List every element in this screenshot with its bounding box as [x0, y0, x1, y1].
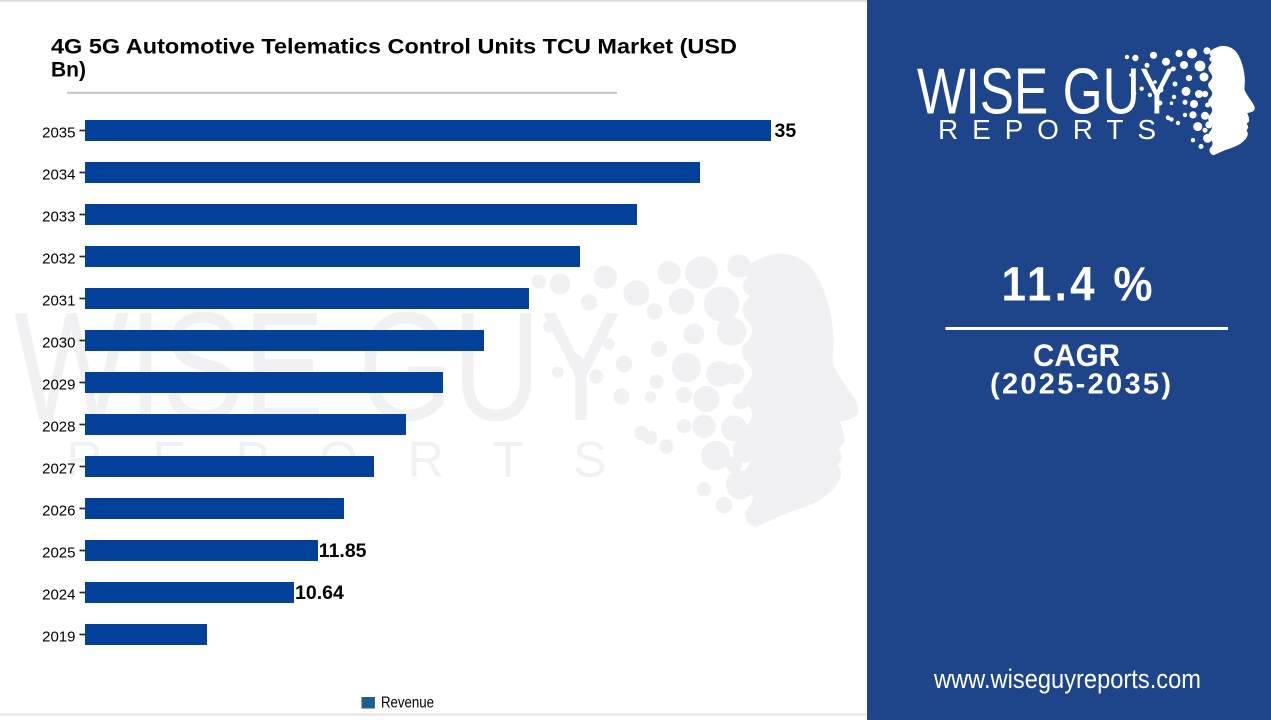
svg-text:2024: 2024	[42, 586, 75, 603]
svg-text:2034: 2034	[42, 166, 75, 183]
svg-text:2029: 2029	[42, 376, 75, 393]
svg-text:2027: 2027	[42, 460, 75, 477]
svg-text:CAGR: CAGR	[1033, 337, 1120, 373]
svg-text:2025: 2025	[42, 544, 75, 561]
svg-text:2031: 2031	[42, 292, 75, 309]
svg-text:2033: 2033	[42, 208, 75, 225]
svg-text:11.4 %: 11.4 %	[1002, 257, 1153, 311]
svg-text:2019: 2019	[42, 628, 75, 645]
svg-text:REPORTS: REPORTS	[938, 114, 1156, 145]
svg-text:www.wiseguyreports.com: www.wiseguyreports.com	[933, 664, 1201, 694]
svg-text:(2025-2035): (2025-2035)	[990, 369, 1171, 401]
svg-text:2032: 2032	[42, 250, 75, 267]
svg-text:2030: 2030	[42, 334, 75, 351]
svg-text:10.64: 10.64	[295, 582, 344, 604]
svg-text:2035: 2035	[42, 124, 75, 141]
svg-text:2026: 2026	[42, 502, 75, 519]
svg-text:Bn): Bn)	[51, 58, 86, 81]
svg-text:35: 35	[775, 120, 797, 142]
svg-text:2028: 2028	[42, 418, 75, 435]
svg-text:Revenue: Revenue	[381, 694, 434, 711]
svg-text:WISE GUY: WISE GUY	[917, 55, 1174, 128]
svg-text:11.85: 11.85	[319, 540, 367, 562]
svg-text:4G 5G Automotive Telematics Co: 4G 5G Automotive Telematics Control Unit…	[51, 36, 737, 59]
